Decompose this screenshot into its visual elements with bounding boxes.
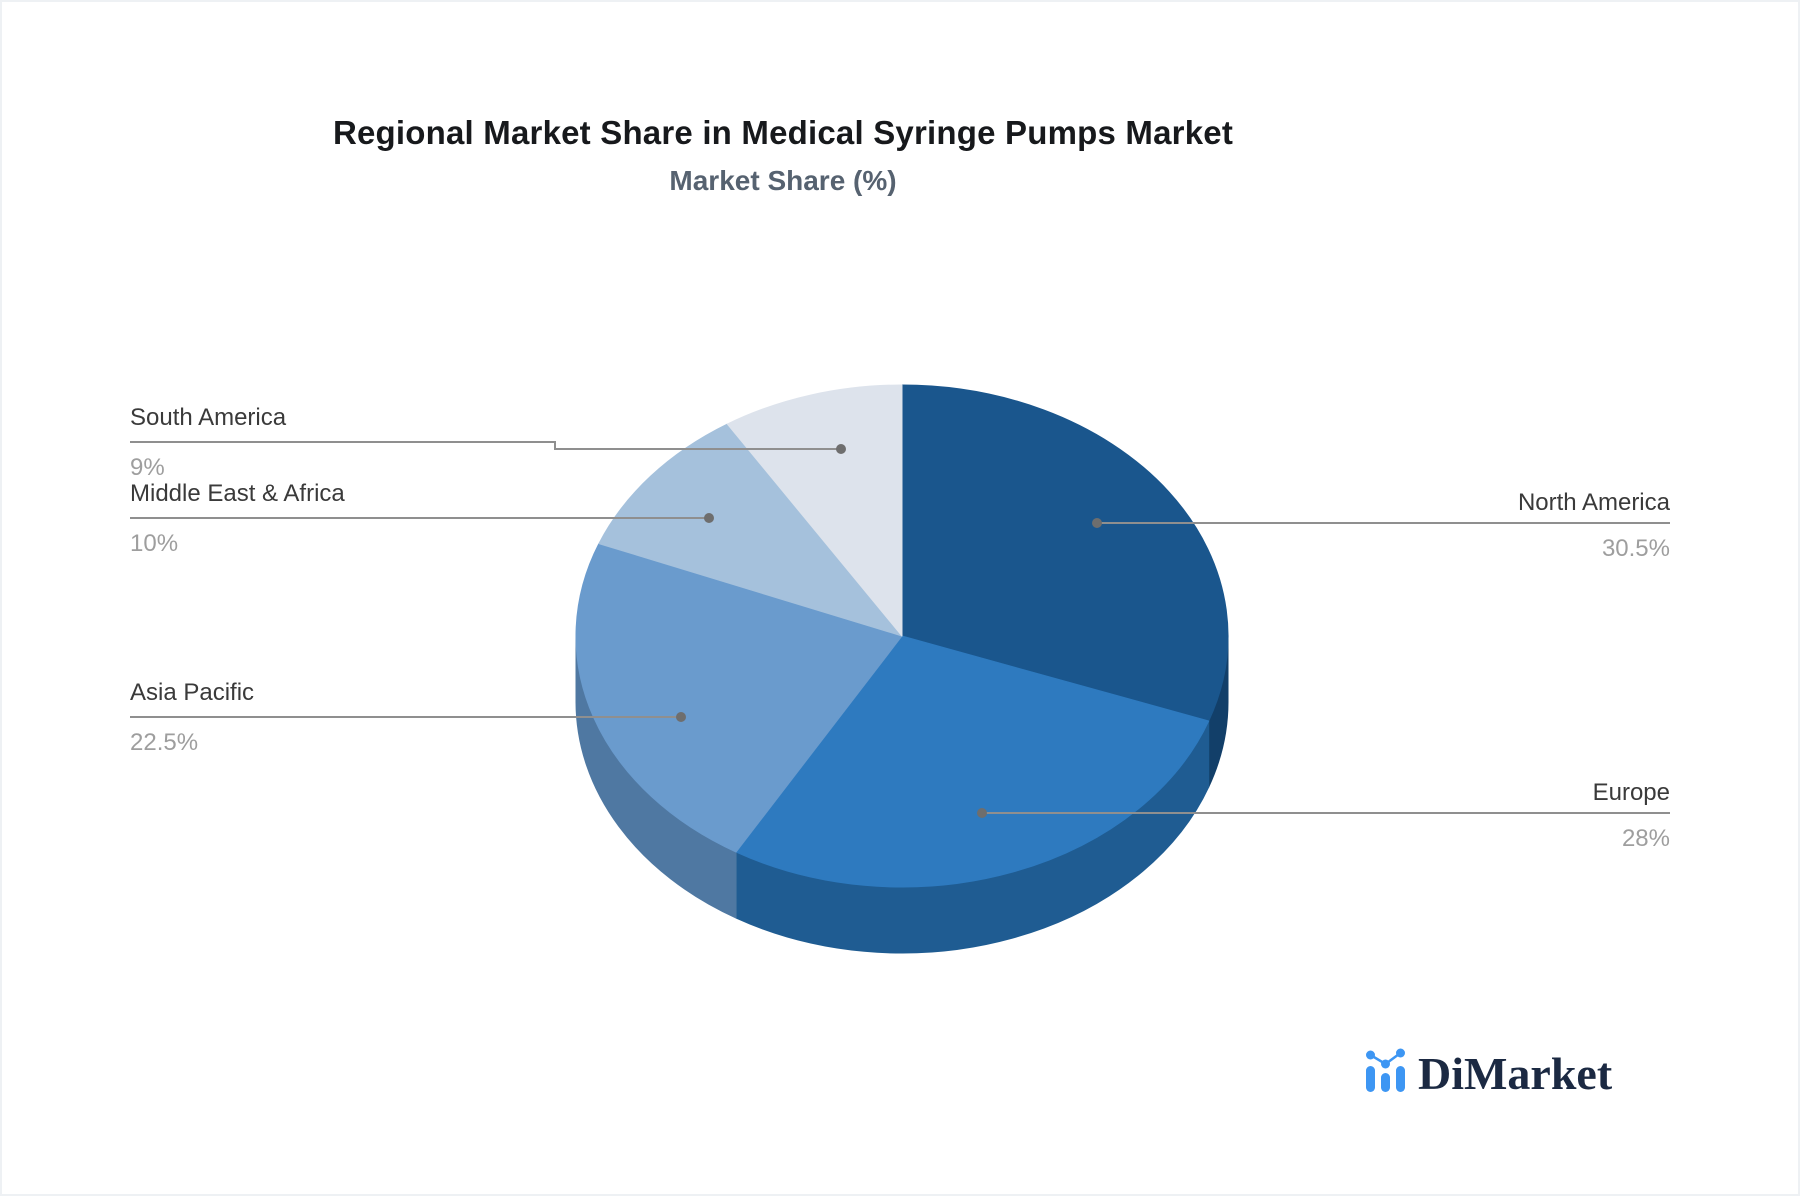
slice-label-middle-east-africa: Middle East & Africa (130, 480, 345, 507)
pie-top-faces (575, 384, 1229, 888)
leader-dot-asia-pacific (676, 712, 686, 722)
pie-slice-north-america (901, 384, 1229, 722)
pie-slice-middle-east-africa (598, 423, 903, 637)
slice-value-europe: 28% (1621, 825, 1670, 852)
bar-chart-logo-icon (1366, 1048, 1405, 1092)
leader-dot-south-america (836, 444, 846, 454)
slice-label-europe: Europe (1592, 779, 1670, 806)
slice-value-south-america: 9% (130, 454, 165, 481)
slice-label-north-america: North America (1517, 489, 1670, 516)
slice-value-asia-pacific: 22.5% (130, 729, 199, 756)
slice-value-north-america: 30.5% (1601, 535, 1670, 562)
leader-lines (130, 441, 1670, 814)
leader-dot-middle-east-africa (704, 513, 714, 523)
pie-slice-south-america (726, 384, 903, 637)
leader-dot-north-america (1092, 518, 1102, 528)
dimarket-logo: DiMarket (1366, 1046, 1612, 1097)
leader-dots (676, 444, 1102, 818)
leader-dot-europe (977, 808, 987, 818)
leader-line-south-america (130, 441, 841, 450)
slice-value-middle-east-africa: 10% (130, 530, 179, 557)
slice-label-asia-pacific: Asia Pacific (130, 679, 255, 706)
slice-label-south-america: South America (130, 404, 287, 431)
chart-subtitle: Market Share (%) (669, 165, 897, 196)
logo-text: DiMarket (1418, 1048, 1613, 1099)
chart-title: Regional Market Share in Medical Syringe… (332, 114, 1234, 151)
